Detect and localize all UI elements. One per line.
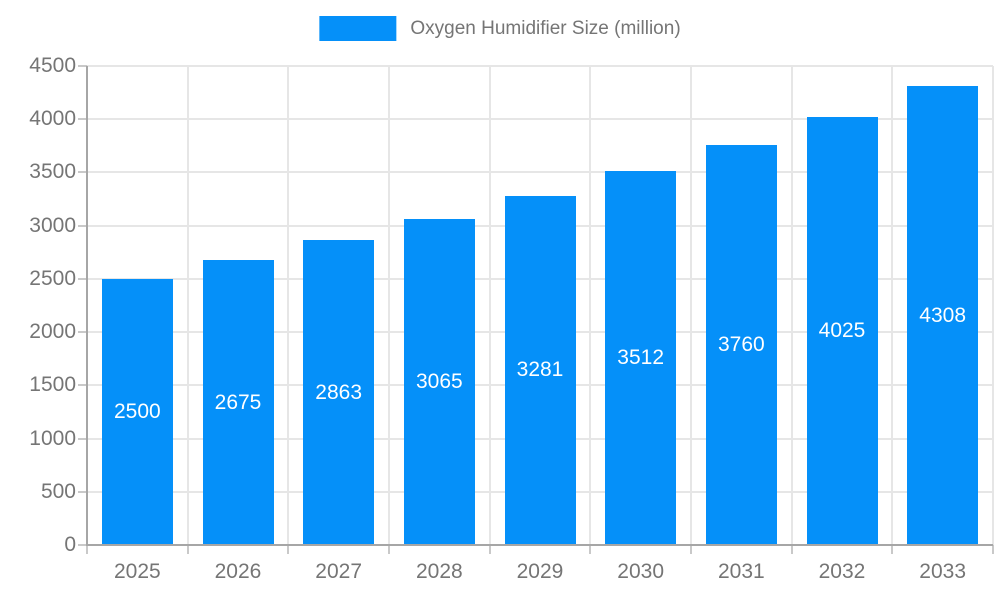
- x-tick-label: 2033: [919, 560, 967, 583]
- y-tick-mark: [78, 331, 87, 334]
- y-axis-ticks: [78, 65, 87, 546]
- x-tick-label: 2027: [315, 560, 363, 583]
- x-tick-label: 2028: [415, 560, 463, 583]
- bar-2027: 2863: [303, 240, 375, 545]
- y-tick-label: 1000: [29, 426, 76, 450]
- bar-2025: 2500: [101, 278, 173, 545]
- x-tick-mark: [287, 545, 290, 554]
- bar-2026: 2675: [202, 260, 274, 545]
- y-tick-label: 0: [64, 533, 76, 556]
- x-tick-mark: [891, 545, 894, 554]
- x-tick-label: 2030: [617, 560, 665, 583]
- v-gridline: [287, 66, 290, 545]
- y-tick-label: 3500: [29, 160, 76, 184]
- bar-value-label: 2675: [214, 390, 262, 414]
- x-tick-label: 2031: [717, 560, 765, 583]
- bar-value-label: 3512: [617, 346, 665, 370]
- y-tick-label: 4000: [29, 107, 76, 131]
- x-tick-label: 2026: [214, 560, 262, 583]
- y-axis-labels: 0 500 1000 1500 2000 2500 3000 3500 4000 4500: [0, 54, 76, 556]
- h-gridline: [87, 171, 993, 174]
- x-axis-labels: 2025 2026 2027 2028 2029 2030 2031 2032 2033: [87, 560, 993, 588]
- bar-2031: 3760: [705, 144, 777, 545]
- x-tick-mark: [690, 545, 692, 554]
- x-tick-mark: [589, 545, 592, 554]
- plot-area: 2500 2675 2863 3065 3281 3512 3760 4025 4308: [86, 65, 994, 546]
- bar-2029: 3281: [504, 195, 576, 545]
- v-gridline: [388, 66, 390, 545]
- x-tick-mark: [388, 545, 390, 554]
- y-tick-mark: [78, 224, 87, 227]
- x-tick-label: 2032: [818, 560, 866, 583]
- x-tick-mark: [86, 545, 88, 554]
- x-axis-line: [86, 544, 993, 546]
- h-gridline: [87, 118, 993, 121]
- v-gridline: [589, 66, 592, 545]
- v-gridline: [186, 66, 189, 545]
- y-tick-mark: [78, 437, 87, 440]
- x-axis-ticks: [86, 545, 994, 554]
- x-tick-mark: [790, 545, 793, 554]
- bar-value-label: 3760: [717, 332, 765, 356]
- y-axis-line: [86, 66, 88, 546]
- bar-value-label: 2500: [113, 399, 161, 423]
- v-gridline: [790, 66, 793, 545]
- y-tick-mark: [78, 490, 87, 493]
- h-gridline: [87, 65, 993, 67]
- bar-2030: 3512: [605, 171, 677, 545]
- x-tick-mark: [186, 545, 189, 554]
- x-tick-mark: [488, 545, 491, 554]
- bar-value-label: 4308: [919, 303, 967, 327]
- y-tick-mark: [78, 171, 87, 174]
- y-tick-label: 500: [40, 479, 76, 503]
- bar-2028: 3065: [403, 218, 475, 545]
- y-tick-label: 2000: [29, 320, 76, 344]
- y-tick-label: 3000: [29, 213, 76, 237]
- x-tick-mark: [992, 545, 994, 554]
- y-tick-mark: [78, 118, 87, 121]
- bar-value-label: 2863: [315, 380, 363, 404]
- y-tick-mark: [78, 544, 87, 546]
- x-tick-label: 2029: [516, 560, 564, 583]
- v-gridline: [992, 66, 994, 545]
- bar-value-label: 3281: [516, 358, 564, 382]
- bar-2033: 4308: [907, 86, 979, 545]
- v-gridline: [891, 66, 894, 545]
- bar-value-label: 3065: [415, 369, 463, 393]
- legend-swatch: [319, 16, 397, 41]
- y-tick-mark: [78, 277, 87, 280]
- bar-2032: 4025: [806, 116, 878, 545]
- v-gridline: [488, 66, 491, 545]
- x-tick-label: 2025: [113, 560, 161, 583]
- y-tick-label: 1500: [29, 373, 76, 397]
- y-tick-mark: [78, 65, 87, 67]
- y-tick-label: 4500: [29, 54, 76, 77]
- legend-item[interactable]: Oxygen Humidifier Size (million): [319, 16, 681, 41]
- bar-value-label: 4025: [818, 318, 866, 342]
- legend-label: Oxygen Humidifier Size (million): [410, 17, 681, 39]
- y-tick-label: 2500: [29, 266, 76, 290]
- v-gridline: [690, 66, 692, 545]
- y-tick-mark: [78, 384, 87, 387]
